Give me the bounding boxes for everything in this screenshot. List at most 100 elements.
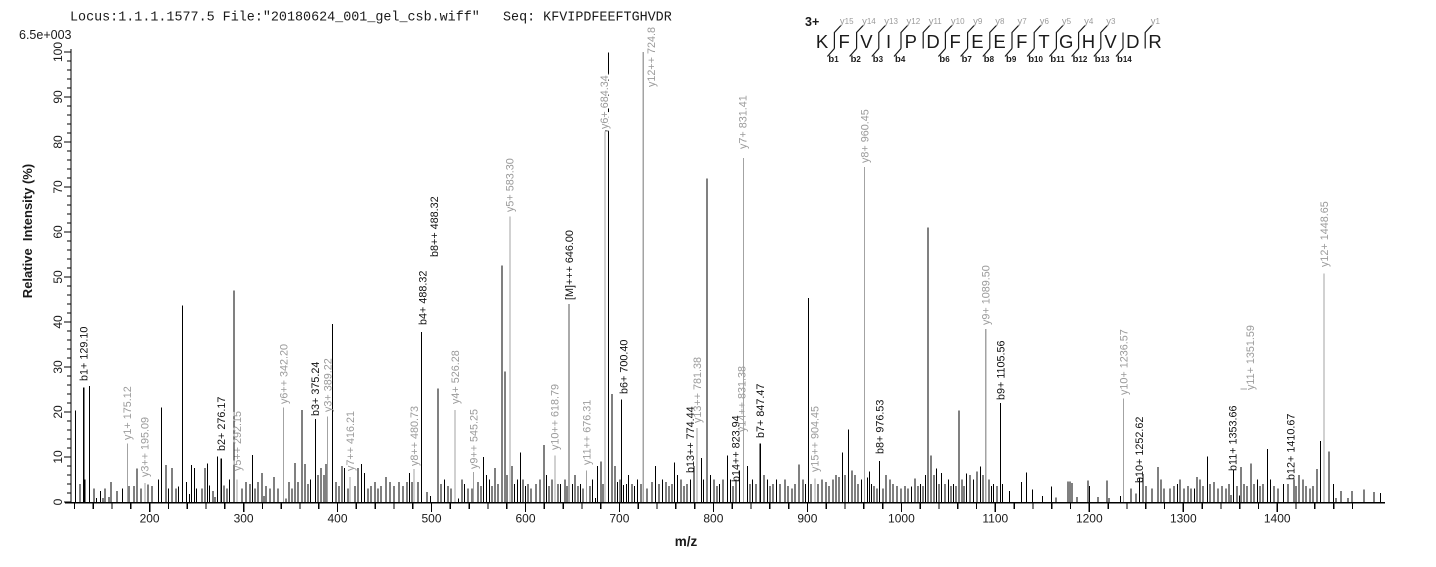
svg-text:y15++ 904.45: y15++ 904.45: [810, 406, 822, 472]
svg-text:b13++ 774.44: b13++ 774.44: [685, 406, 697, 473]
svg-text:H: H: [1082, 31, 1095, 52]
svg-text:b13: b13: [1095, 54, 1110, 65]
svg-text:b8: b8: [984, 54, 995, 65]
svg-text:50: 50: [51, 270, 65, 284]
svg-text:b11+ 1353.66: b11+ 1353.66: [1228, 405, 1240, 471]
svg-text:b1: b1: [828, 54, 839, 65]
svg-text:b9: b9: [1006, 54, 1017, 65]
svg-text:200: 200: [140, 512, 160, 526]
svg-text:300: 300: [234, 512, 254, 526]
svg-text:y10++ 618.79: y10++ 618.79: [550, 384, 562, 450]
svg-text:b8+ 976.53: b8+ 976.53: [875, 400, 887, 454]
svg-text:y12: y12: [907, 16, 921, 27]
svg-text:900: 900: [797, 512, 817, 526]
svg-text:m/z: m/z: [675, 534, 698, 549]
svg-text:b8++ 488.32: b8++ 488.32: [429, 196, 441, 257]
svg-text:y13: y13: [884, 16, 898, 27]
svg-text:y11+ 1351.59: y11+ 1351.59: [1245, 325, 1257, 390]
svg-text:b3: b3: [873, 54, 884, 65]
svg-text:y8+ 960.45: y8+ 960.45: [860, 109, 872, 163]
svg-text:y10: y10: [951, 16, 965, 27]
svg-text:b1+ 129.10: b1+ 129.10: [79, 327, 91, 381]
svg-text:Relative Intensity (%): Relative Intensity (%): [20, 164, 35, 298]
svg-text:20: 20: [51, 405, 65, 419]
svg-text:P: P: [905, 31, 917, 52]
svg-text:b14++ 823.94: b14++ 823.94: [731, 415, 743, 482]
svg-text:b7: b7: [962, 54, 973, 65]
svg-text:R: R: [1148, 31, 1161, 52]
svg-text:y9: y9: [973, 16, 983, 27]
svg-text:y3+ 389.22: y3+ 389.22: [323, 358, 335, 412]
svg-text:b12+ 1410.67: b12+ 1410.67: [1286, 414, 1298, 480]
svg-text:y15: y15: [840, 16, 854, 27]
svg-text:y8++ 480.73: y8++ 480.73: [409, 406, 421, 466]
svg-text:1300: 1300: [1170, 512, 1197, 526]
svg-text:70: 70: [51, 180, 65, 194]
svg-text:y7+ 831.41: y7+ 831.41: [738, 95, 750, 149]
svg-text:80: 80: [51, 135, 65, 149]
svg-text:b6: b6: [939, 54, 950, 65]
svg-text:b10+ 1252.62: b10+ 1252.62: [1134, 417, 1146, 483]
svg-text:y4+ 526.28: y4+ 526.28: [450, 350, 462, 404]
svg-text:y9+ 1089.50: y9+ 1089.50: [981, 265, 993, 325]
svg-text:y12+ 1448.65: y12+ 1448.65: [1319, 201, 1331, 267]
svg-text:10: 10: [51, 450, 65, 464]
svg-text:y12++ 724.8: y12++ 724.8: [646, 27, 658, 87]
svg-text:30: 30: [51, 360, 65, 374]
svg-text:1200: 1200: [1076, 512, 1103, 526]
svg-text:F: F: [839, 31, 850, 52]
svg-text:b4: b4: [895, 54, 906, 65]
svg-text:y1: y1: [1151, 16, 1161, 27]
svg-text:G: G: [1059, 31, 1073, 52]
svg-text:400: 400: [327, 512, 347, 526]
svg-text:y14: y14: [862, 16, 876, 27]
svg-text:E: E: [971, 31, 983, 52]
svg-text:500: 500: [421, 512, 441, 526]
svg-text:I: I: [886, 31, 891, 52]
svg-text:V: V: [1104, 31, 1117, 52]
svg-text:Seq: KFVIPDFEEFTGHVDR: Seq: KFVIPDFEEFTGHVDR: [503, 11, 672, 26]
svg-text:60: 60: [51, 225, 65, 239]
svg-text:y3++ 195.09: y3++ 195.09: [140, 417, 152, 477]
svg-text:y9++ 545.25: y9++ 545.25: [469, 409, 481, 469]
svg-text:b2: b2: [851, 54, 862, 65]
svg-text:3+: 3+: [805, 15, 819, 29]
svg-text:b11: b11: [1050, 54, 1065, 65]
svg-text:F: F: [950, 31, 961, 52]
svg-text:90: 90: [51, 90, 65, 104]
svg-text:b14: b14: [1117, 54, 1132, 65]
svg-text:Locus:1.1.1.1577.5 File:"20180: Locus:1.1.1.1577.5 File:"20180624_001_ge…: [70, 11, 480, 26]
svg-text:100: 100: [51, 42, 65, 62]
svg-text:b3+ 375.24: b3+ 375.24: [310, 362, 322, 416]
svg-text:y14++ 831.38: y14++ 831.38: [737, 366, 749, 432]
svg-text:y11++ 676.31: y11++ 676.31: [582, 400, 594, 465]
svg-text:[M]+++ 646.00: [M]+++ 646.00: [564, 230, 576, 300]
svg-text:y7++ 416.21: y7++ 416.21: [345, 411, 357, 471]
svg-text:800: 800: [703, 512, 723, 526]
svg-text:D: D: [1126, 31, 1139, 52]
svg-text:V: V: [860, 31, 873, 52]
svg-text:600: 600: [515, 512, 535, 526]
svg-text:700: 700: [609, 512, 629, 526]
svg-text:y7: y7: [1018, 16, 1028, 27]
svg-text:1100: 1100: [982, 512, 1008, 526]
svg-text:F: F: [1016, 31, 1027, 52]
svg-text:y5++ 292.15: y5++ 292.15: [232, 411, 244, 471]
svg-text:y5+ 583.30: y5+ 583.30: [505, 158, 517, 212]
svg-text:1000: 1000: [888, 512, 915, 526]
svg-text:y3: y3: [1106, 16, 1116, 27]
svg-text:y4: y4: [1084, 16, 1094, 27]
svg-text:b10: b10: [1028, 54, 1043, 65]
svg-text:y6++ 342.20: y6++ 342.20: [279, 344, 291, 404]
svg-text:T: T: [1038, 31, 1049, 52]
svg-text:y8: y8: [995, 16, 1005, 27]
svg-text:K: K: [816, 31, 829, 52]
svg-text:b7+ 847.47: b7+ 847.47: [755, 384, 767, 438]
svg-text:y6+ 684.34: y6+ 684.34: [599, 75, 611, 129]
svg-text:y11: y11: [929, 16, 943, 27]
svg-text:y1+ 175.12: y1+ 175.12: [122, 386, 134, 440]
svg-text:y13++ 781.38: y13++ 781.38: [692, 357, 704, 423]
svg-text:b4+ 488.32: b4+ 488.32: [418, 271, 430, 325]
svg-text:E: E: [993, 31, 1005, 52]
svg-text:y5: y5: [1062, 16, 1072, 27]
